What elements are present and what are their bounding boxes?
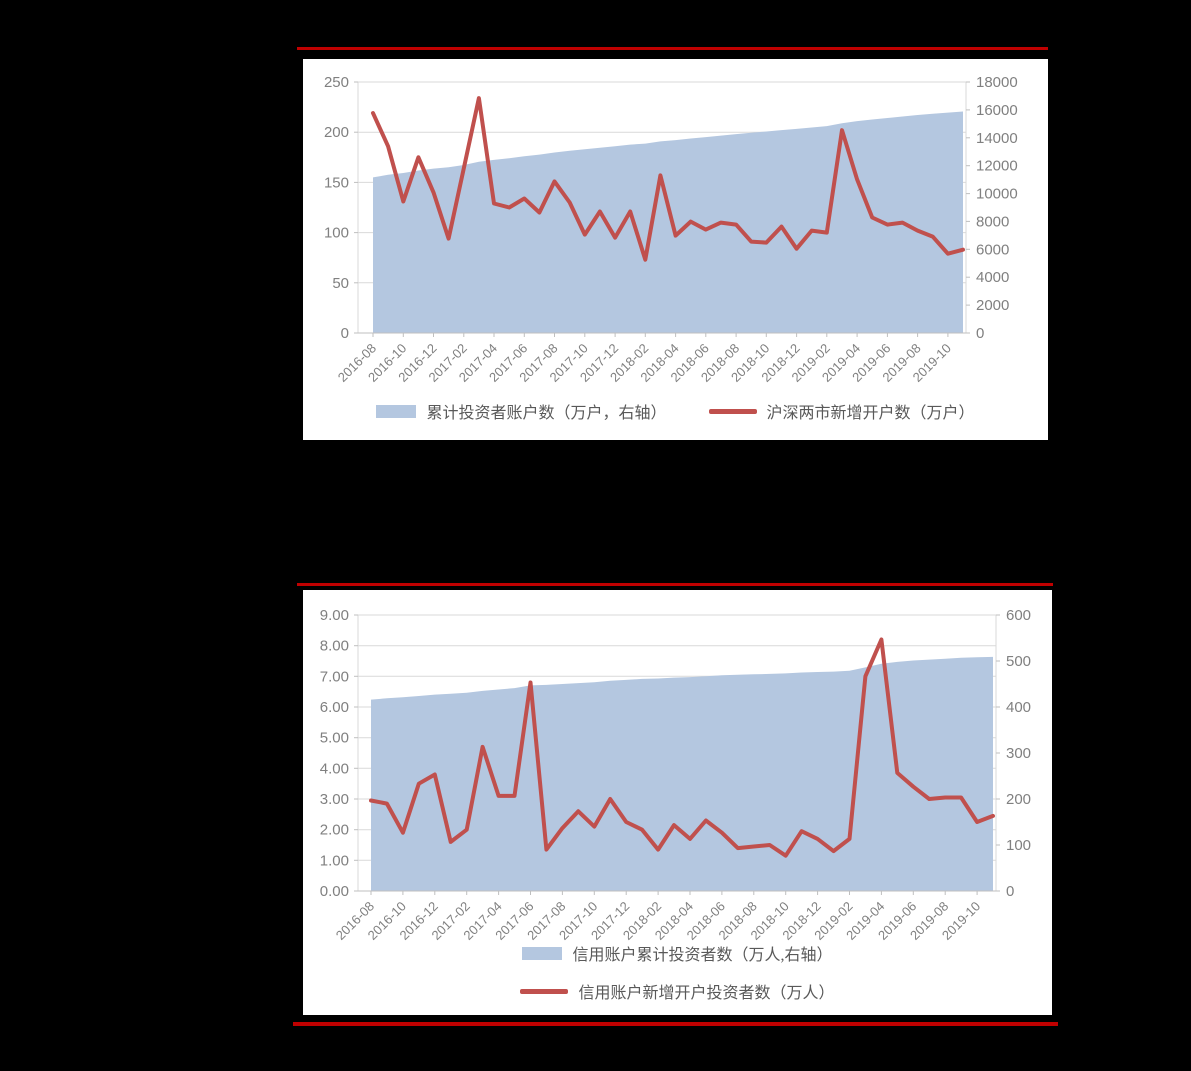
svg-text:1.00: 1.00 — [320, 852, 349, 869]
svg-text:9.00: 9.00 — [320, 607, 349, 624]
svg-text:4000: 4000 — [976, 269, 1009, 286]
svg-text:0: 0 — [1006, 883, 1014, 900]
svg-text:200: 200 — [1006, 791, 1031, 808]
legend-label-margin-new: 信用账户新增开户投资者数（万人） — [578, 985, 835, 1002]
svg-text:6.00: 6.00 — [320, 699, 349, 716]
svg-text:2.00: 2.00 — [320, 822, 349, 839]
legend-item-cumulative-accounts: 累计投资者账户数（万户，右轴） — [376, 399, 667, 423]
line-series — [371, 96, 965, 262]
legend-label-margin-cumulative: 信用账户累计投资者数（万人,右轴） — [572, 947, 833, 964]
svg-text:16000: 16000 — [976, 102, 1018, 119]
svg-text:8.00: 8.00 — [320, 638, 349, 655]
line-series-swatch — [520, 988, 569, 994]
svg-text:0.00: 0.00 — [320, 883, 349, 900]
left-axis-labels: 250 200 150 100 50 0 — [324, 74, 349, 342]
svg-text:6000: 6000 — [976, 241, 1009, 258]
svg-text:8000: 8000 — [976, 213, 1009, 230]
chart2-legend-row-line: 信用账户新增开户投资者数（万人） — [303, 979, 1052, 1003]
area-series — [373, 111, 963, 333]
legend-item-margin-new: 信用账户新增开户投资者数（万人） — [520, 979, 835, 1003]
legend-item-margin-cumulative: 信用账户累计投资者数（万人,右轴） — [522, 941, 833, 965]
svg-text:200: 200 — [324, 124, 349, 141]
svg-text:250: 250 — [324, 74, 349, 91]
svg-text:12000: 12000 — [976, 158, 1018, 175]
svg-text:100: 100 — [324, 225, 349, 242]
svg-text:300: 300 — [1006, 745, 1031, 762]
svg-text:7.00: 7.00 — [320, 668, 349, 685]
svg-text:14000: 14000 — [976, 130, 1018, 147]
investor-accounts-chart-panel: 250 200 150 100 50 0 18000 16000 14000 12000 10000… — [303, 59, 1048, 440]
chart2-legend-row-area: 信用账户累计投资者数（万人,右轴） — [303, 941, 1052, 965]
area-series-swatch — [522, 946, 563, 960]
svg-text:500: 500 — [1006, 653, 1031, 670]
svg-text:100: 100 — [1006, 837, 1031, 854]
left-axis-labels: 9.00 8.00 7.00 6.00 5.00 4.00 3.00 2.00 1.00 0.00 — [320, 607, 349, 900]
svg-text:0: 0 — [976, 325, 984, 342]
svg-text:400: 400 — [1006, 699, 1031, 716]
svg-text:600: 600 — [1006, 607, 1031, 624]
line-series-swatch — [708, 408, 757, 414]
chart1-legend: 累计投资者账户数（万户，右轴） 沪深两市新增开户数（万户） — [303, 399, 1048, 423]
svg-text:50: 50 — [332, 275, 349, 292]
svg-text:4.00: 4.00 — [320, 760, 349, 777]
middle-separator — [297, 583, 1053, 586]
margin-accounts-chart-panel: 9.00 8.00 7.00 6.00 5.00 4.00 3.00 2.00 1.00 0.00… — [303, 590, 1052, 1015]
legend-label-cumulative-accounts: 累计投资者账户数（万户，右轴） — [426, 405, 667, 422]
investor-accounts-chart: 250 200 150 100 50 0 18000 16000 14000 12000 10000… — [324, 74, 1018, 385]
top-separator — [297, 47, 1048, 50]
area-series-swatch — [376, 404, 417, 418]
legend-item-new-accounts: 沪深两市新增开户数（万户） — [708, 399, 975, 423]
svg-text:3.00: 3.00 — [320, 791, 349, 808]
right-axis-labels: 600 500 400 300 200 100 0 — [1006, 607, 1031, 900]
svg-text:18000: 18000 — [976, 74, 1018, 91]
axis-lines — [354, 614, 1000, 895]
svg-text:2000: 2000 — [976, 297, 1009, 314]
svg-text:150: 150 — [324, 174, 349, 191]
margin-accounts-chart: 9.00 8.00 7.00 6.00 5.00 4.00 3.00 2.00 1.00 0.00… — [320, 607, 1031, 943]
x-axis-labels: 2016-082016-102016-122017-022017-042017-… — [335, 341, 954, 385]
line-series — [369, 637, 995, 858]
right-axis-labels: 18000 16000 14000 12000 10000 8000 6000 4000 200… — [976, 74, 1018, 342]
bottom-separator — [293, 1022, 1058, 1026]
x-axis-labels: 2016-082016-102016-122017-022017-042017-… — [333, 899, 983, 943]
axis-lines — [354, 81, 970, 337]
svg-text:0: 0 — [341, 325, 349, 342]
legend-label-new-accounts: 沪深两市新增开户数（万户） — [766, 405, 975, 422]
svg-text:5.00: 5.00 — [320, 730, 349, 747]
svg-text:10000: 10000 — [976, 186, 1018, 203]
